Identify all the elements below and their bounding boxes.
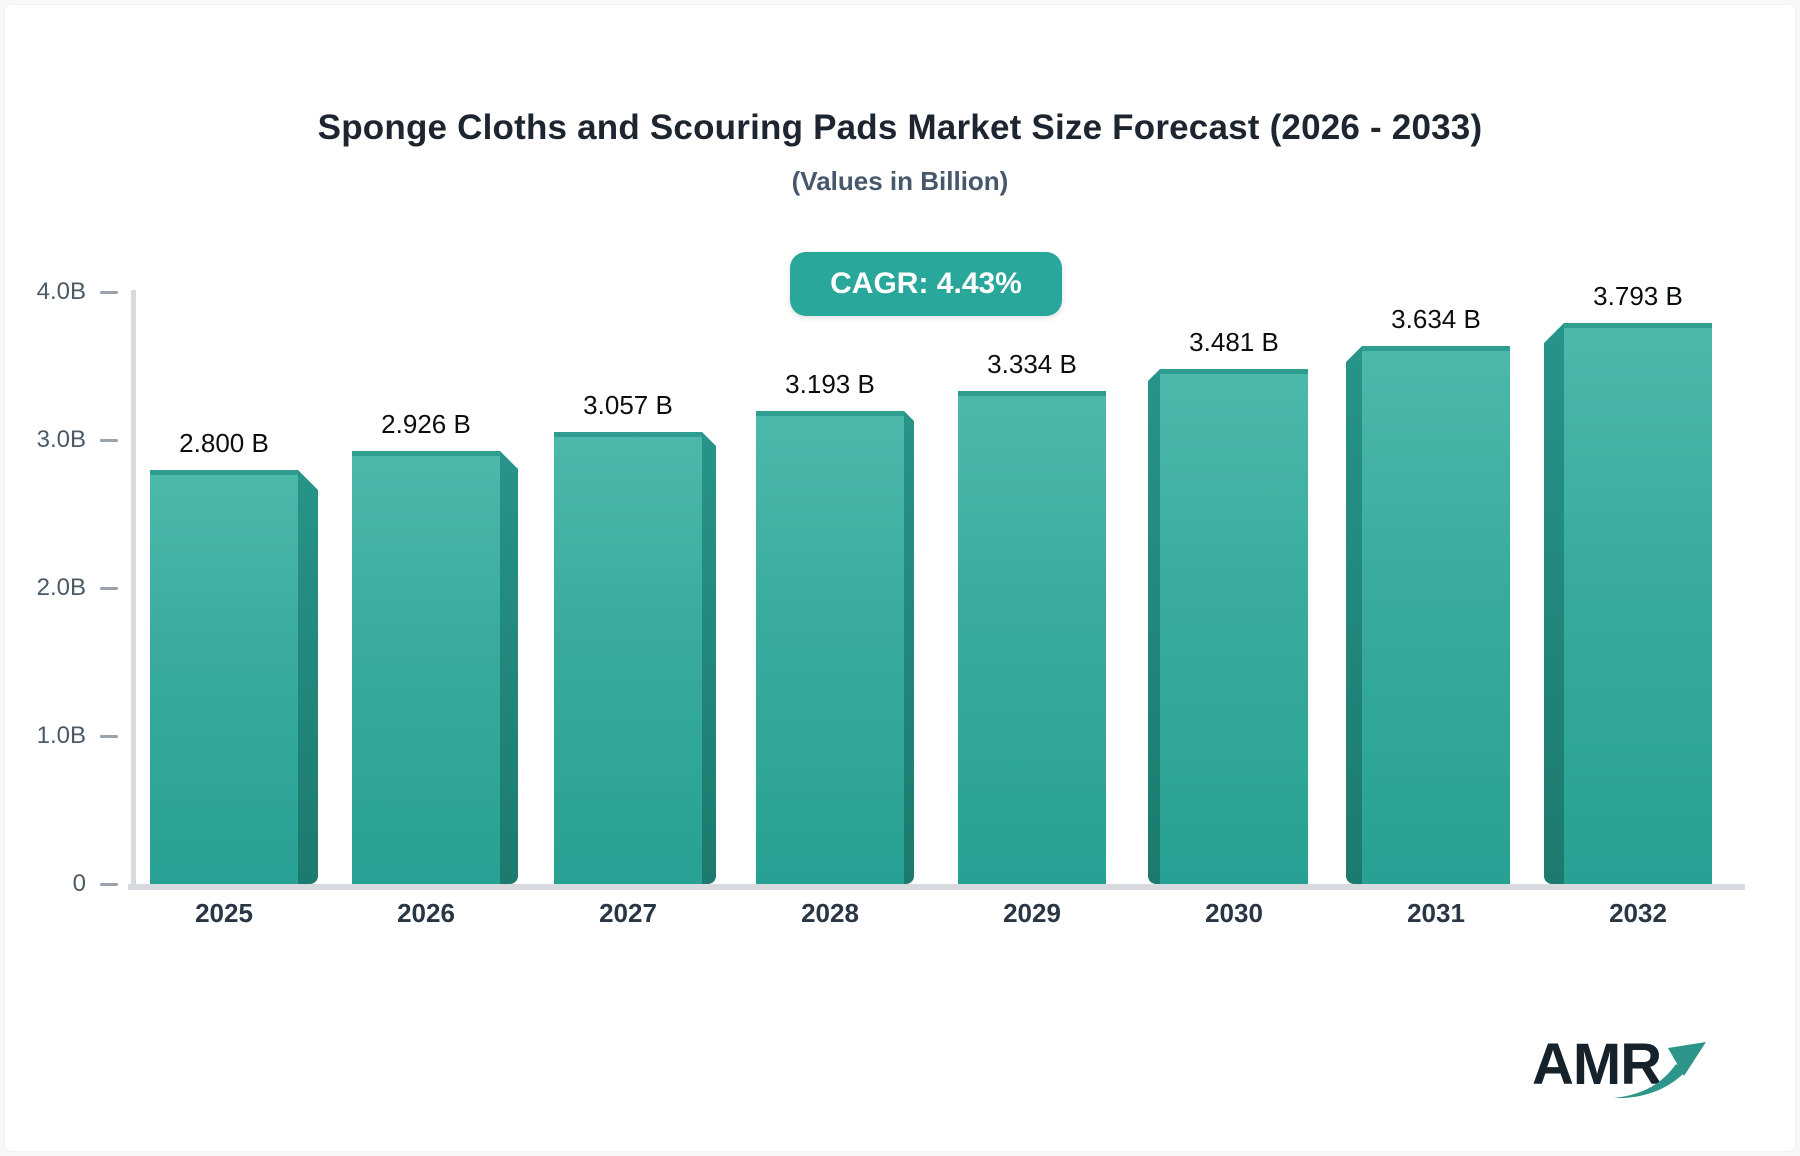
bar-value-label: 3.481 B bbox=[1189, 327, 1279, 357]
bar-side-face bbox=[1148, 369, 1160, 884]
chart-title: Sponge Cloths and Scouring Pads Market S… bbox=[317, 108, 1483, 147]
bar-face bbox=[150, 470, 298, 884]
bar-side-face bbox=[500, 451, 518, 884]
bar-value-label: 3.193 B bbox=[785, 369, 875, 399]
bar bbox=[1544, 323, 1712, 884]
bar bbox=[554, 432, 716, 884]
x-axis-label: 2027 bbox=[599, 898, 657, 928]
y-axis-tick bbox=[100, 439, 118, 442]
y-axis-label: 0 bbox=[72, 870, 86, 897]
bar bbox=[1346, 346, 1510, 884]
bar-face bbox=[756, 411, 904, 884]
bar bbox=[352, 451, 518, 884]
x-axis-label: 2031 bbox=[1407, 898, 1465, 928]
bar-face bbox=[1564, 323, 1712, 884]
cagr-badge: CAGR: 4.43% bbox=[790, 252, 1062, 316]
y-axis-label: 2.0B bbox=[36, 574, 86, 601]
bar-face bbox=[554, 432, 702, 884]
bar-value-label: 2.926 B bbox=[381, 409, 471, 439]
y-axis-tick bbox=[100, 735, 118, 738]
chart-subtitle: (Values in Billion) bbox=[791, 166, 1009, 196]
bar-value-label: 2.800 B bbox=[179, 428, 269, 458]
bar-value-label: 3.793 B bbox=[1593, 281, 1683, 311]
bar-side-face bbox=[1544, 323, 1564, 884]
bar-side-face bbox=[904, 411, 914, 884]
y-axis-label: 4.0B bbox=[36, 278, 86, 305]
x-axis-label: 2032 bbox=[1609, 898, 1667, 928]
bar bbox=[756, 411, 914, 884]
cagr-badge-label: CAGR: 4.43% bbox=[830, 267, 1022, 300]
y-axis-line bbox=[131, 290, 136, 886]
y-axis-tick bbox=[100, 291, 118, 294]
amr-logo-text: AMR bbox=[1532, 1032, 1662, 1097]
bar-face bbox=[352, 451, 500, 884]
growth-arrow-icon bbox=[1614, 1042, 1706, 1099]
x-axis-label: 2029 bbox=[1003, 898, 1061, 928]
y-axis-tick bbox=[100, 587, 118, 590]
bar-side-face bbox=[702, 432, 716, 884]
amr-logo: AMR bbox=[1532, 1034, 1712, 1114]
bar-face bbox=[1160, 369, 1308, 884]
y-axis-label: 3.0B bbox=[36, 426, 86, 453]
y-axis-label: 1.0B bbox=[36, 722, 86, 749]
bar-side-face bbox=[298, 470, 318, 884]
bar bbox=[150, 470, 318, 884]
x-axis-label: 2025 bbox=[195, 898, 253, 928]
bar-value-label: 3.634 B bbox=[1391, 304, 1481, 334]
bar bbox=[1148, 369, 1308, 884]
x-axis-label: 2030 bbox=[1205, 898, 1263, 928]
bar-value-label: 3.334 B bbox=[987, 349, 1077, 379]
y-axis-tick bbox=[100, 883, 118, 886]
bar bbox=[958, 391, 1106, 884]
bar-side-face bbox=[1346, 346, 1362, 884]
x-axis-label: 2026 bbox=[397, 898, 455, 928]
bar-value-label: 3.057 B bbox=[583, 390, 673, 420]
bar-face bbox=[958, 391, 1106, 884]
x-axis-label: 2028 bbox=[801, 898, 859, 928]
bar-face bbox=[1362, 346, 1510, 884]
x-axis-line bbox=[128, 884, 1745, 890]
